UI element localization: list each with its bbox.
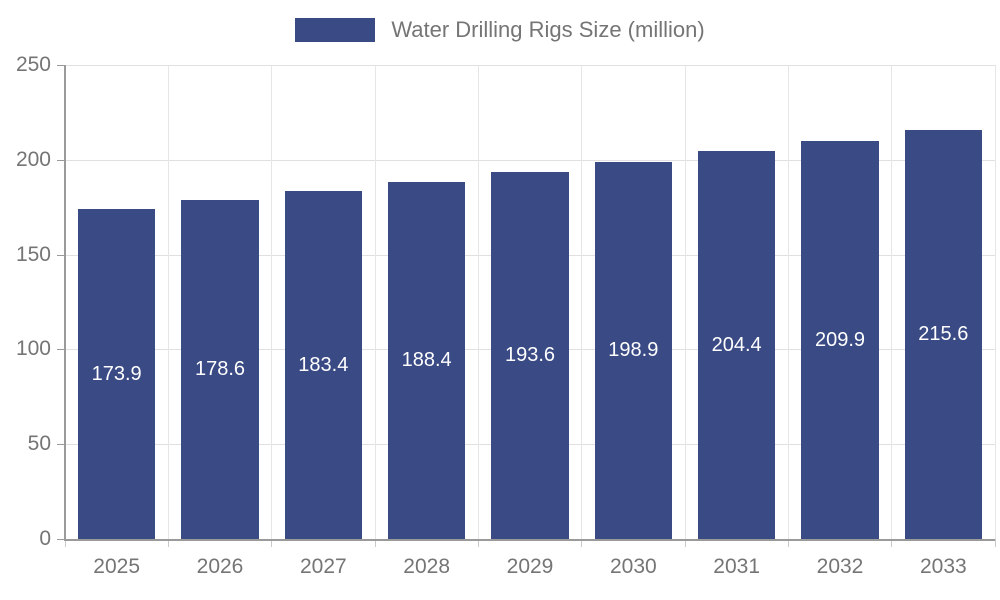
bar-value-label: 198.9 [608,338,659,361]
x-gridline [477,65,479,539]
x-axis-tick-label: 2027 [299,555,347,578]
x-gridline [684,65,686,539]
x-axis-line [64,539,995,541]
x-gridline [891,65,893,539]
y-axis-tick-label: 200 [15,147,51,171]
y-axis-tick-label: 0 [39,527,51,550]
bar-2032[interactable]: 209.9 [801,141,879,539]
bar-2025[interactable]: 173.9 [77,209,156,539]
x-axis-tick-label: 2033 [919,555,967,578]
bar-value-label: 188.4 [401,348,452,371]
bar-value-label: 209.9 [814,328,866,351]
x-axis-tick-label: 2032 [816,555,864,578]
y-axis-tick-label: 50 [27,432,51,456]
bar-2031[interactable]: 204.4 [697,151,776,539]
bar-value-label: 178.6 [194,358,246,381]
y-axis-tick-label: 150 [15,242,51,266]
x-gridline [271,65,273,539]
bar-value-label: 215.6 [918,323,969,346]
bar-value-label: 173.9 [91,362,142,385]
x-tick-mark [994,539,996,547]
x-axis-tick-label: 2028 [403,555,451,578]
x-axis-tick-label: 2031 [713,555,761,578]
y-gridline [65,159,995,161]
y-tick-mark [57,254,65,256]
x-tick-mark [891,539,893,547]
bar-value-label: 183.4 [298,353,349,376]
y-tick-mark [57,539,65,540]
bar-2033[interactable]: 215.6 [904,130,983,539]
y-tick-mark [57,159,65,161]
x-gridline [167,65,169,539]
x-tick-mark [167,539,169,547]
bar-2029[interactable]: 193.6 [491,171,569,539]
x-axis-tick-label: 2025 [93,555,141,578]
x-gridline [374,65,376,539]
x-tick-mark [684,539,686,547]
x-tick-mark [477,539,479,547]
x-axis-tick-label: 2026 [196,555,244,578]
bar-value-label: 204.4 [711,333,762,356]
y-axis-tick-label: 250 [15,53,51,76]
x-gridline [787,65,789,539]
legend[interactable]: Water Drilling Rigs Size (million) [0,16,1000,44]
plot-area: 0 50 100 150 200 250 173.9 178.6 183.4 188.4 193.6… [16,53,996,578]
x-tick-mark [64,539,66,547]
legend-label: Water Drilling Rigs Size (million) [391,17,705,42]
x-tick-mark [271,539,273,547]
x-axis-tick-label: 2029 [506,555,554,578]
y-tick-mark [57,444,65,446]
bar-2028[interactable]: 188.4 [387,181,466,539]
x-gridline [581,65,583,539]
bar-2030[interactable]: 198.9 [594,161,673,539]
y-tick-mark [57,349,65,351]
y-tick-mark [57,65,65,66]
x-tick-mark [374,539,376,547]
y-axis-tick-label: 100 [15,337,51,361]
x-gridline [994,65,996,539]
bar-2026[interactable]: 178.6 [181,200,259,539]
legend-swatch-icon [295,18,376,42]
y-axis-line [64,65,66,539]
bar-2027[interactable]: 183.4 [284,191,363,539]
bar-value-label: 193.6 [504,343,556,366]
x-tick-mark [787,539,789,547]
x-tick-mark [581,539,583,547]
x-axis-tick-label: 2030 [609,555,657,578]
y-gridline [65,65,995,66]
